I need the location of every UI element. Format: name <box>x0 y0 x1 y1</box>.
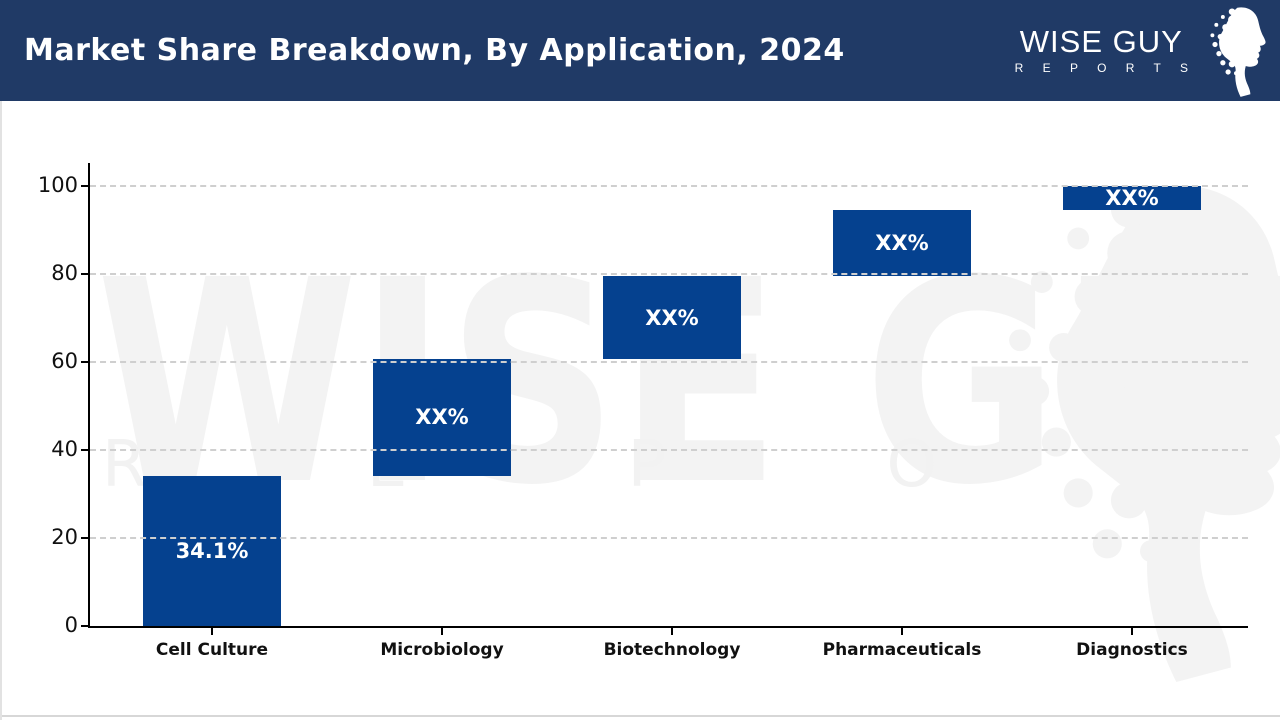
bar-segment-0: 34.1% <box>143 475 281 626</box>
logo-text: WISE GUY R E P O R T S <box>1007 26 1196 75</box>
x-tick-0 <box>211 628 213 635</box>
x-tick-1 <box>441 628 443 635</box>
x-category-label-1: Microbiology <box>380 640 504 660</box>
y-tick-0 <box>81 625 90 627</box>
logo-brand-name: WISE GUY <box>1019 24 1183 59</box>
y-tick-label-0: 0 <box>64 613 78 637</box>
y-tick-label-40: 40 <box>51 437 78 461</box>
bar-segment-3: XX% <box>833 210 971 277</box>
x-tick-3 <box>901 628 903 635</box>
x-tick-4 <box>1131 628 1133 635</box>
bar-value-label-1: XX% <box>415 405 469 430</box>
bottom-divider <box>2 715 1280 717</box>
y-tick-20 <box>81 537 90 539</box>
y-tick-label-100: 100 <box>37 173 78 197</box>
y-tick-100 <box>81 185 90 187</box>
logo-brand-subtitle: R E P O R T S <box>1014 61 1196 75</box>
bar-value-label-4: XX% <box>1105 186 1159 211</box>
x-category-label-0: Cell Culture <box>155 640 269 660</box>
bar-segment-2: XX% <box>603 276 741 359</box>
x-category-label-3: Pharmaceuticals <box>822 640 982 660</box>
y-tick-60 <box>81 361 90 363</box>
x-category-label-4: Diagnostics <box>1076 640 1188 660</box>
dotted-face-icon <box>1198 5 1270 97</box>
gridline-80 <box>90 273 1248 275</box>
gridline-40 <box>90 449 1248 451</box>
x-tick-2 <box>671 628 673 635</box>
y-tick-80 <box>81 273 90 275</box>
y-tick-label-60: 60 <box>51 349 78 373</box>
bar-segment-4: XX% <box>1063 186 1201 211</box>
bar-value-label-0: 34.1% <box>175 538 249 563</box>
gridline-20 <box>90 537 1248 539</box>
y-tick-label-20: 20 <box>51 525 78 549</box>
y-axis-line <box>88 163 90 628</box>
bar-value-label-2: XX% <box>645 305 699 330</box>
watermark-face-icon <box>940 173 1280 686</box>
bar-segment-1: XX% <box>373 358 511 476</box>
header-bar: Market Share Breakdown, By Application, … <box>0 0 1280 101</box>
y-tick-label-80: 80 <box>51 261 78 285</box>
wise-guy-logo: WISE GUY R E P O R T S <box>1007 5 1280 97</box>
gridline-100 <box>90 185 1248 187</box>
x-axis-line <box>88 626 1248 628</box>
y-tick-40 <box>81 449 90 451</box>
gridline-60 <box>90 361 1248 363</box>
bar-value-label-3: XX% <box>875 231 929 256</box>
page-title: Market Share Breakdown, By Application, … <box>24 33 845 68</box>
x-category-label-2: Biotechnology <box>603 640 741 660</box>
